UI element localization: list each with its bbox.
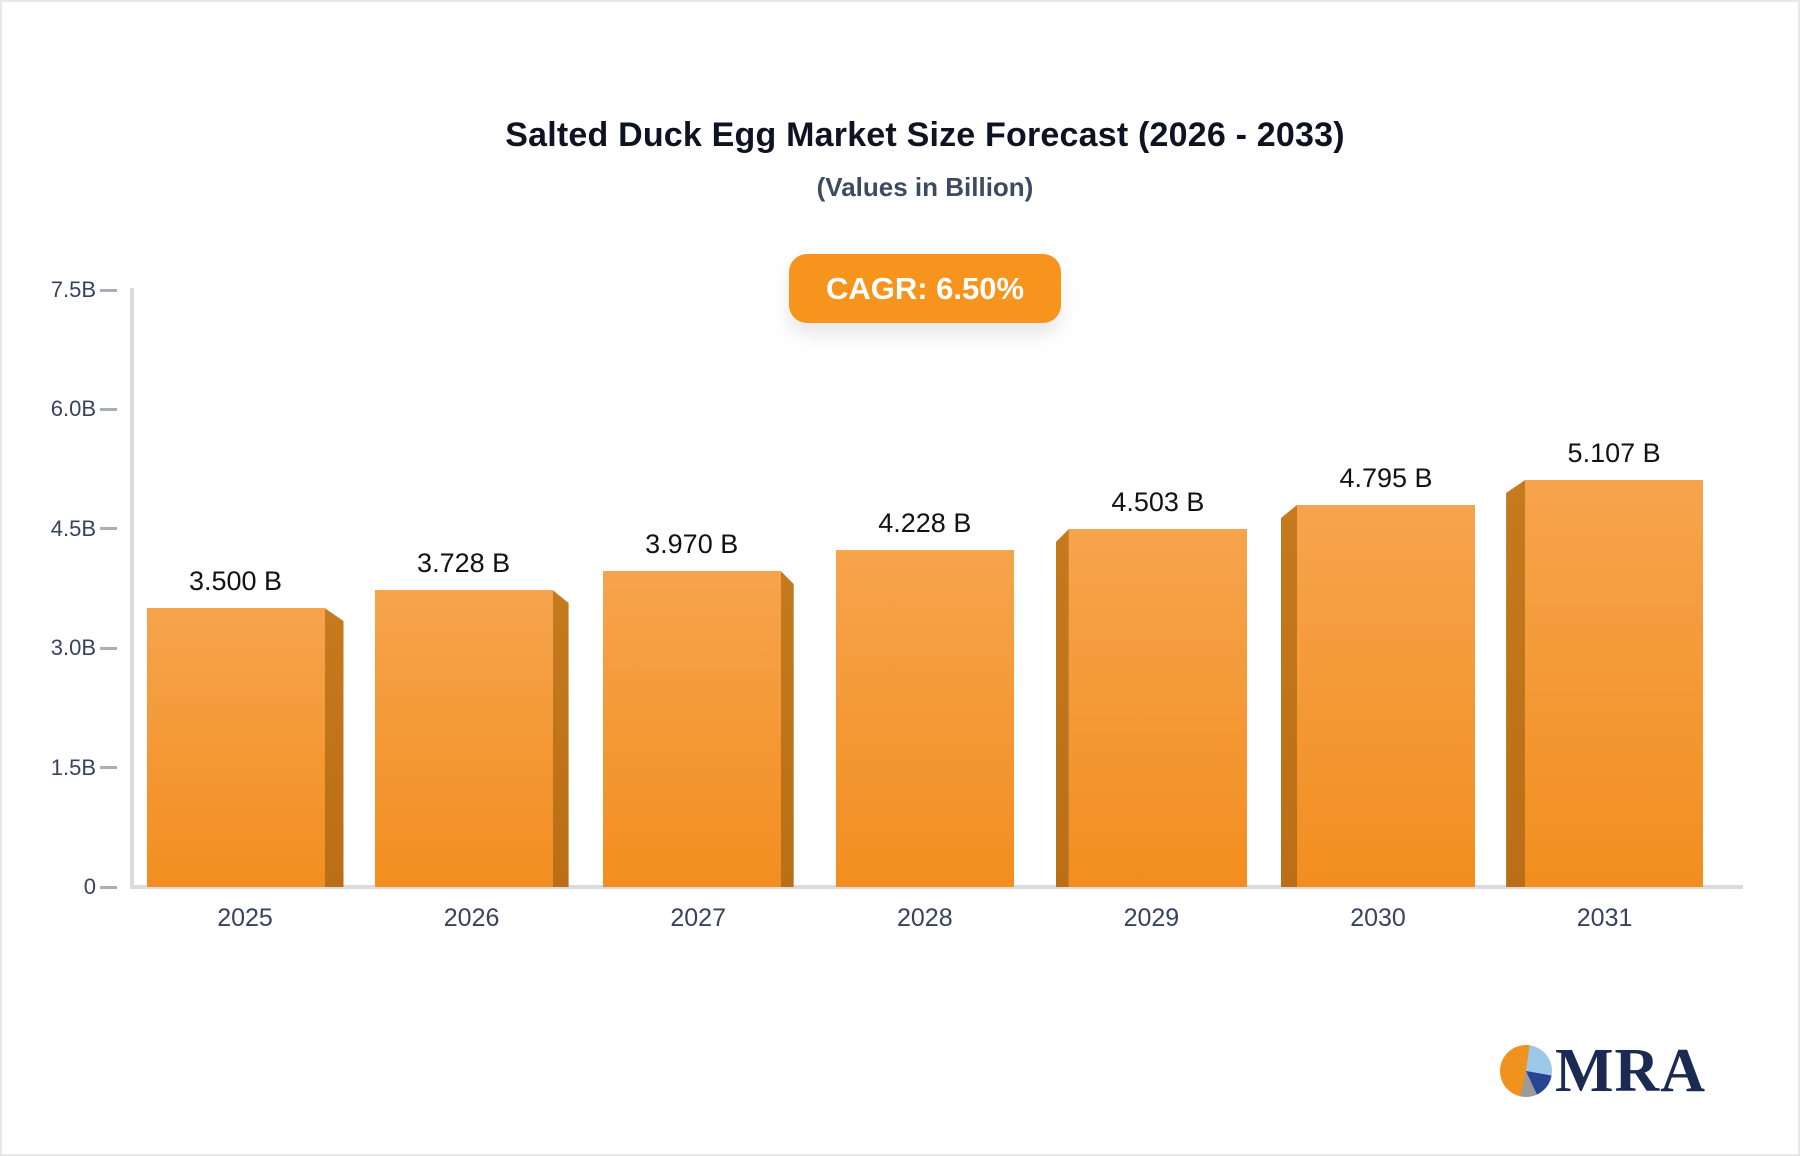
bar-face bbox=[835, 550, 1014, 887]
y-tick-label: 3.0B bbox=[50, 635, 96, 661]
bar-face bbox=[146, 608, 325, 887]
pie-chart-icon bbox=[1500, 1045, 1552, 1097]
bar-face bbox=[1068, 529, 1247, 887]
y-tick bbox=[100, 527, 117, 531]
y-tick-label: 4.5B bbox=[50, 515, 96, 541]
bar-value-label: 3.728 B bbox=[417, 548, 511, 578]
bar-value-label: 3.970 B bbox=[645, 529, 739, 559]
bar-value-label: 4.503 B bbox=[1111, 487, 1205, 517]
y-tick-label: 1.5B bbox=[50, 754, 96, 780]
y-tick bbox=[100, 766, 117, 770]
x-axis-label: 2031 bbox=[1576, 904, 1633, 932]
x-axis-label: 2027 bbox=[670, 904, 726, 932]
y-tick-label: 7.5B bbox=[50, 277, 96, 302]
bar-side bbox=[552, 590, 569, 887]
bar-value-label: 3.500 B bbox=[188, 566, 283, 596]
bar-face bbox=[1525, 480, 1704, 887]
bar-2031 bbox=[1506, 480, 1704, 887]
brand-logo-text: MRA bbox=[1555, 1037, 1707, 1105]
page-subtitle: (Values in Billion) bbox=[816, 172, 1034, 202]
bar-2030 bbox=[1281, 505, 1475, 887]
bar-side bbox=[1281, 505, 1297, 887]
bar-2029 bbox=[1055, 529, 1247, 887]
y-tick-label: 0 bbox=[83, 874, 96, 899]
bar-side bbox=[1055, 529, 1069, 887]
bar-value-label: 4.228 B bbox=[878, 508, 972, 538]
y-axis-line bbox=[130, 288, 134, 889]
bar-2027 bbox=[602, 571, 794, 887]
y-tick bbox=[100, 288, 117, 292]
bar-value-label: 5.107 B bbox=[1567, 438, 1661, 468]
bar-2025 bbox=[146, 608, 344, 887]
bar-2026 bbox=[374, 590, 569, 887]
bar-face bbox=[374, 590, 553, 887]
bar-face bbox=[602, 571, 781, 887]
x-axis-label: 2026 bbox=[443, 904, 500, 932]
y-tick bbox=[100, 407, 117, 411]
bar-side bbox=[1506, 480, 1526, 887]
x-axis-label: 2028 bbox=[896, 904, 953, 932]
cagr-badge: CAGR: 6.50% bbox=[789, 254, 1061, 323]
bar-value-label: 4.795 B bbox=[1339, 463, 1433, 493]
brand-logo: MRA bbox=[1500, 1040, 1706, 1102]
bar-face bbox=[1297, 505, 1475, 887]
x-axis-line bbox=[130, 885, 1743, 889]
x-axis-label: 2029 bbox=[1123, 904, 1180, 932]
x-axis-label: 2025 bbox=[217, 904, 273, 932]
y-tick bbox=[100, 646, 117, 650]
bar-2028 bbox=[835, 550, 1014, 887]
bar-side bbox=[780, 571, 794, 887]
y-tick-label: 6.0B bbox=[50, 396, 96, 422]
x-axis-label: 2030 bbox=[1350, 904, 1406, 932]
bar-side bbox=[324, 608, 344, 887]
y-tick bbox=[100, 885, 117, 889]
page-title: Salted Duck Egg Market Size Forecast (20… bbox=[505, 116, 1345, 154]
